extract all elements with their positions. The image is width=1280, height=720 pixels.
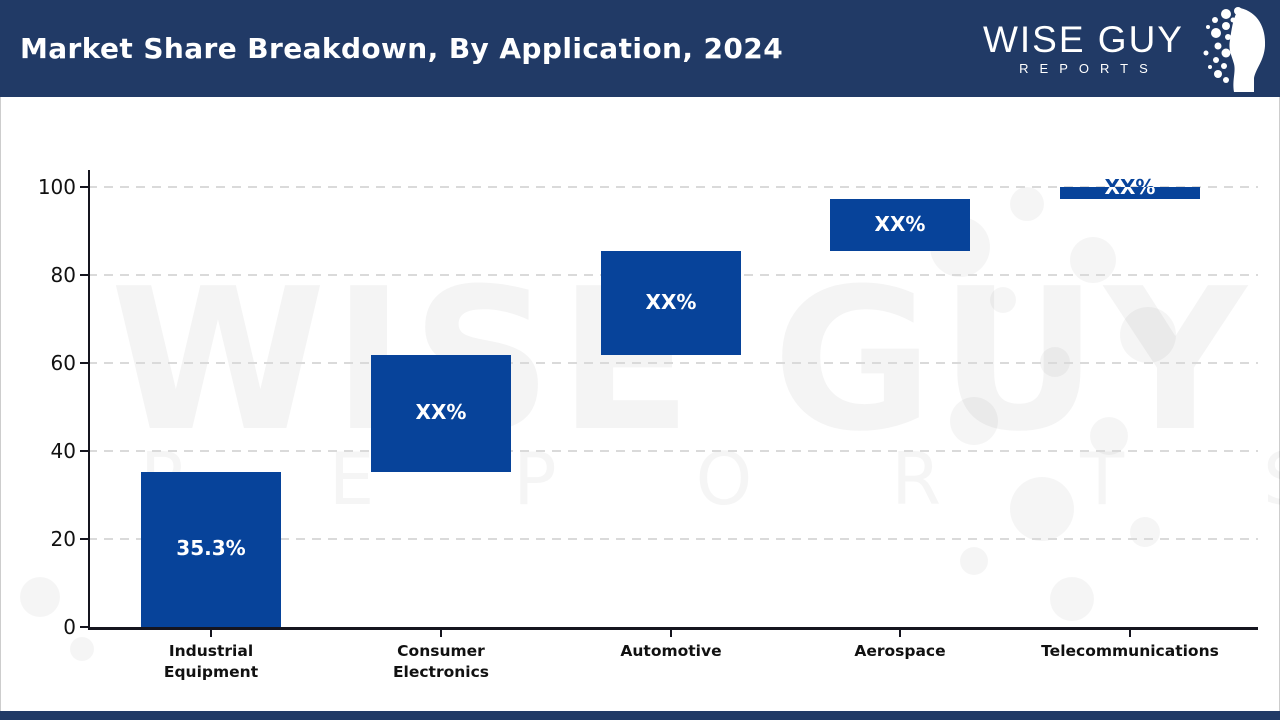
bar-consumer-electronics bbox=[371, 355, 511, 472]
y-tick-label: 100 bbox=[37, 175, 76, 199]
wiseguy-logo: WISE GUY REPORTS bbox=[983, 6, 1280, 92]
x-tick-mark bbox=[440, 630, 442, 637]
footer-bar bbox=[0, 711, 1280, 720]
bar-value-label: XX% bbox=[874, 211, 926, 236]
gridline bbox=[88, 538, 1258, 540]
category-label-consumer-electronics: Consumer Electronics bbox=[392, 642, 490, 681]
gridline bbox=[88, 450, 1258, 452]
wiseguy-face-icon bbox=[1203, 6, 1266, 92]
bar-value-label: XX% bbox=[1060, 187, 1200, 199]
x-tick-mark bbox=[1129, 630, 1131, 637]
bar-telecommunications bbox=[1060, 187, 1200, 199]
bar-value-label: XX% bbox=[1104, 175, 1156, 187]
chart-title: Market Share Breakdown, By Application, … bbox=[20, 32, 784, 65]
y-tick-mark bbox=[80, 186, 88, 188]
gridline bbox=[88, 186, 1258, 188]
y-tick-label: 40 bbox=[50, 439, 76, 463]
x-tick-mark bbox=[899, 630, 901, 637]
y-tick-mark bbox=[80, 538, 88, 540]
logo-wordmark: WISE GUY bbox=[982, 19, 1184, 60]
y-tick-label: 20 bbox=[50, 527, 76, 551]
x-axis-line bbox=[88, 627, 1258, 630]
bar-value-label: XX% bbox=[415, 400, 467, 425]
category-label-aerospace: Aerospace bbox=[854, 642, 946, 660]
category-label-telecommunications: Telecommunications bbox=[1041, 642, 1219, 660]
gridline bbox=[88, 362, 1258, 364]
category-label-industrial-equipment: Industrial Equipment bbox=[163, 642, 259, 681]
category-label-automotive: Automotive bbox=[620, 642, 722, 660]
y-tick-mark bbox=[80, 450, 88, 452]
bar-industrial-equipment bbox=[141, 471, 281, 627]
y-tick-label: 80 bbox=[50, 263, 76, 287]
x-tick-mark bbox=[210, 630, 212, 637]
bar-aerospace bbox=[830, 198, 970, 251]
y-tick-mark bbox=[80, 274, 88, 276]
x-tick-mark bbox=[670, 630, 672, 637]
bar-value-label: XX% bbox=[645, 289, 697, 314]
header-bar: Market Share Breakdown, By Application, … bbox=[0, 0, 1280, 97]
y-tick-label: 0 bbox=[63, 615, 76, 639]
y-axis-line bbox=[88, 170, 90, 630]
y-tick-mark bbox=[80, 362, 88, 364]
bar-value-label: 35.3% bbox=[176, 536, 246, 561]
y-tick-mark bbox=[80, 626, 88, 628]
logo-subtitle: REPORTS bbox=[1019, 61, 1159, 76]
bar-automotive bbox=[601, 250, 741, 356]
y-tick-label: 60 bbox=[50, 351, 76, 375]
